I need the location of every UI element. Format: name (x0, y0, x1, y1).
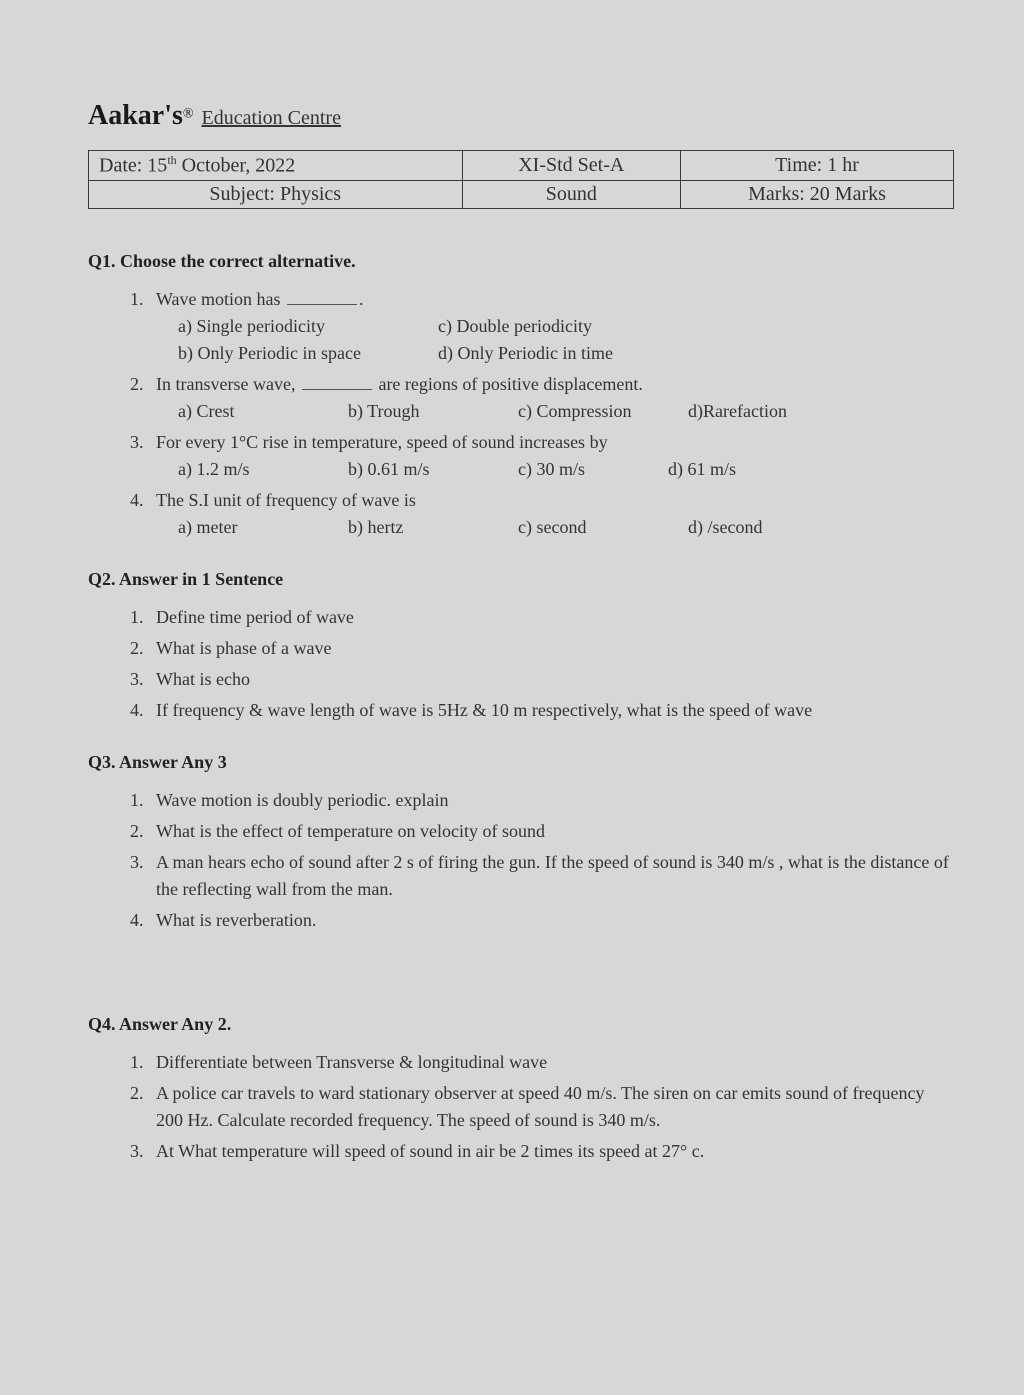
q2-list: Define time period of wave What is phase… (88, 604, 954, 724)
centre-name: Education Centre (202, 107, 341, 129)
time-cell: Time: 1 hr (681, 151, 954, 181)
q4-heading: Q4. Answer Any 2. (88, 1014, 954, 1035)
q4-list: Differentiate between Transverse & longi… (88, 1049, 954, 1165)
q3-item-2: What is the effect of temperature on vel… (148, 818, 954, 845)
q1-3-opt-a: a) 1.2 m/s (178, 456, 348, 483)
q1-item-4: The S.I unit of frequency of wave is a) … (148, 487, 954, 541)
q1-3-opt-c: c) 30 m/s (518, 456, 668, 483)
q1-1-opt-b: b) Only Periodic in space (178, 340, 438, 367)
q1-1-opt-d: d) Only Periodic in time (438, 340, 638, 367)
info-table: Date: 15th October, 2022 XI-Std Set-A Ti… (88, 150, 954, 209)
q1-4-opt-a: a) meter (178, 514, 348, 541)
date-cell: Date: 15th October, 2022 (89, 151, 463, 181)
q1-4-opt-c: c) second (518, 514, 688, 541)
q1-4-opt-b: b) hertz (348, 514, 518, 541)
q1-3-opt-b: b) 0.61 m/s (348, 456, 518, 483)
q1-2-stem-pre: In transverse wave, (156, 374, 300, 394)
q2-item-2: What is phase of a wave (148, 635, 954, 662)
date-sup: th (167, 153, 176, 167)
q4-item-1: Differentiate between Transverse & longi… (148, 1049, 954, 1076)
topic-cell: Sound (462, 180, 681, 208)
subject-cell: Subject: Physics (89, 180, 463, 208)
registered-mark: ® (183, 107, 194, 122)
q2-item-4: If frequency & wave length of wave is 5H… (148, 697, 954, 724)
q1-2-opt-a: a) Crest (178, 398, 348, 425)
date-rest: October, 2022 (177, 155, 296, 177)
marks-cell: Marks: 20 Marks (681, 180, 954, 208)
brand-name: Aakar's (88, 100, 183, 131)
q1-heading: Q1. Choose the correct alternative. (88, 251, 954, 272)
q1-1-stem-post: . (359, 289, 364, 309)
q3-item-4: What is reverberation. (148, 907, 954, 934)
q1-item-1: Wave motion has . a) Single periodicity … (148, 286, 954, 367)
q4-item-2: A police car travels to ward stationary … (148, 1080, 954, 1134)
blank (287, 287, 357, 305)
q2-item-1: Define time period of wave (148, 604, 954, 631)
q1-2-stem-post: are regions of positive displacement. (374, 374, 643, 394)
header: Aakar's® Education Centre (88, 100, 954, 132)
q1-2-opt-c: c) Compression (518, 398, 688, 425)
q1-4-stem: The S.I unit of frequency of wave is (156, 490, 416, 510)
q3-list: Wave motion is doubly periodic. explain … (88, 787, 954, 934)
q1-3-opt-d: d) 61 m/s (668, 456, 818, 483)
q3-item-3: A man hears echo of sound after 2 s of f… (148, 849, 954, 903)
q1-4-opt-d: d) /second (688, 514, 858, 541)
q1-2-opt-d: d)Rarefaction (688, 398, 838, 425)
q2-item-3: What is echo (148, 666, 954, 693)
q3-heading: Q3. Answer Any 3 (88, 752, 954, 773)
q1-list: Wave motion has . a) Single periodicity … (88, 286, 954, 541)
q1-1-stem-pre: Wave motion has (156, 289, 285, 309)
q2-heading: Q2. Answer in 1 Sentence (88, 569, 954, 590)
q1-1-opt-a: a) Single periodicity (178, 313, 438, 340)
q4-item-3: At What temperature will speed of sound … (148, 1138, 954, 1165)
q1-item-3: For every 1°C rise in temperature, speed… (148, 429, 954, 483)
q1-3-stem: For every 1°C rise in temperature, speed… (156, 432, 608, 452)
q1-1-opt-c: c) Double periodicity (438, 313, 638, 340)
q1-2-opt-b: b) Trough (348, 398, 518, 425)
std-cell: XI-Std Set-A (462, 151, 681, 181)
date-label: Date: 15 (99, 155, 167, 177)
q1-item-2: In transverse wave, are regions of posit… (148, 371, 954, 425)
blank (302, 372, 372, 390)
q3-item-1: Wave motion is doubly periodic. explain (148, 787, 954, 814)
